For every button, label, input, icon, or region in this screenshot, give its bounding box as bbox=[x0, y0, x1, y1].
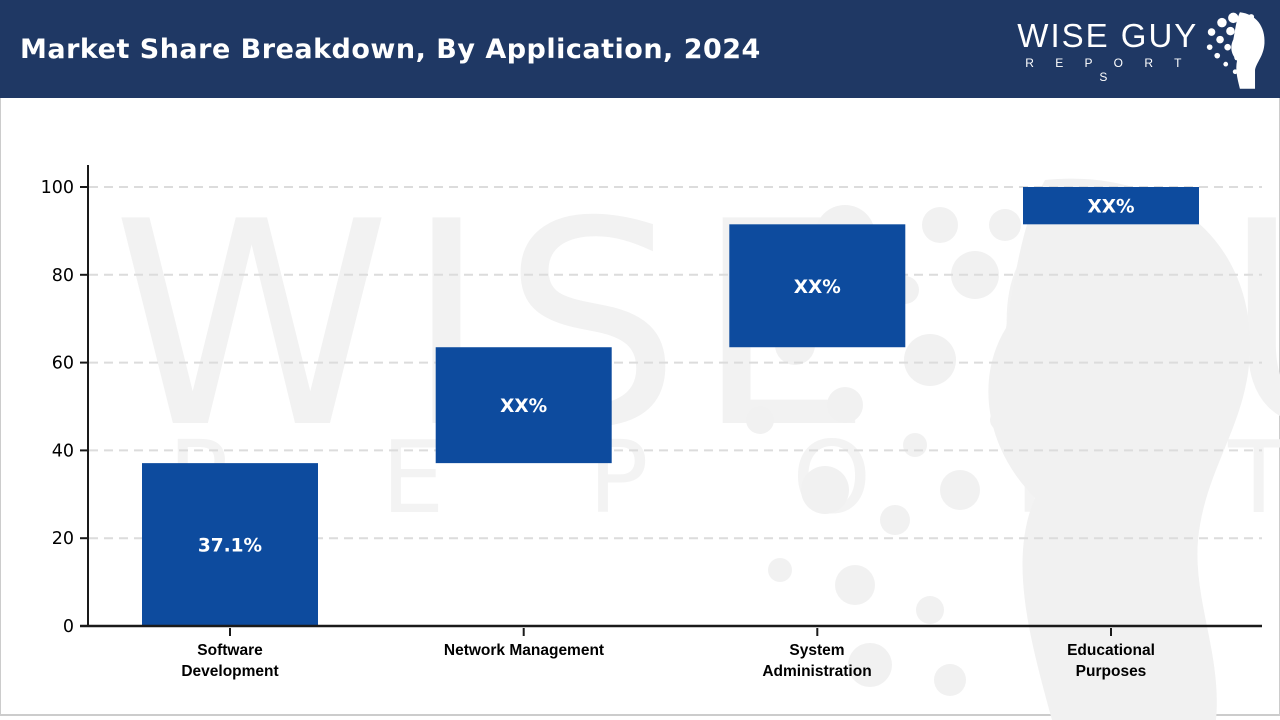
brand-subname: R E P O R T S bbox=[1025, 55, 1191, 84]
page-title: Market Share Breakdown, By Application, … bbox=[20, 33, 761, 65]
brand-face-icon bbox=[1206, 12, 1265, 89]
y-tick-label: 80 bbox=[52, 266, 74, 286]
bar-segment bbox=[1023, 187, 1199, 225]
header-bar: Market Share Breakdown, By Application, … bbox=[0, 0, 1280, 98]
bar-value-label: XX% bbox=[794, 277, 841, 298]
y-tick-label: 20 bbox=[52, 529, 74, 549]
bar-segment bbox=[435, 347, 612, 464]
y-tick-label: 60 bbox=[52, 354, 74, 374]
x-tick-label: System Administration bbox=[762, 642, 872, 680]
y-tick-label: 0 bbox=[63, 617, 74, 637]
x-tick-label: Software Development bbox=[181, 642, 279, 680]
brand-logo: WISE GUY R E P O R T S bbox=[1016, 8, 1266, 92]
bar-value-label: 37.1% bbox=[198, 536, 262, 557]
x-tick-label: Network Management bbox=[443, 642, 605, 659]
brand-logo-text: WISE GUY R E P O R T S bbox=[1016, 17, 1200, 84]
bar-value-label: XX% bbox=[500, 396, 547, 417]
bar-segment bbox=[729, 224, 906, 348]
x-tick-label: Educational Purposes bbox=[1067, 642, 1155, 680]
bar-value-label: XX% bbox=[1087, 197, 1134, 218]
y-tick-label: 100 bbox=[41, 178, 74, 198]
bar-segment bbox=[142, 463, 318, 626]
y-tick-label: 40 bbox=[52, 441, 74, 461]
brand-name: WISE GUY bbox=[1017, 16, 1199, 54]
